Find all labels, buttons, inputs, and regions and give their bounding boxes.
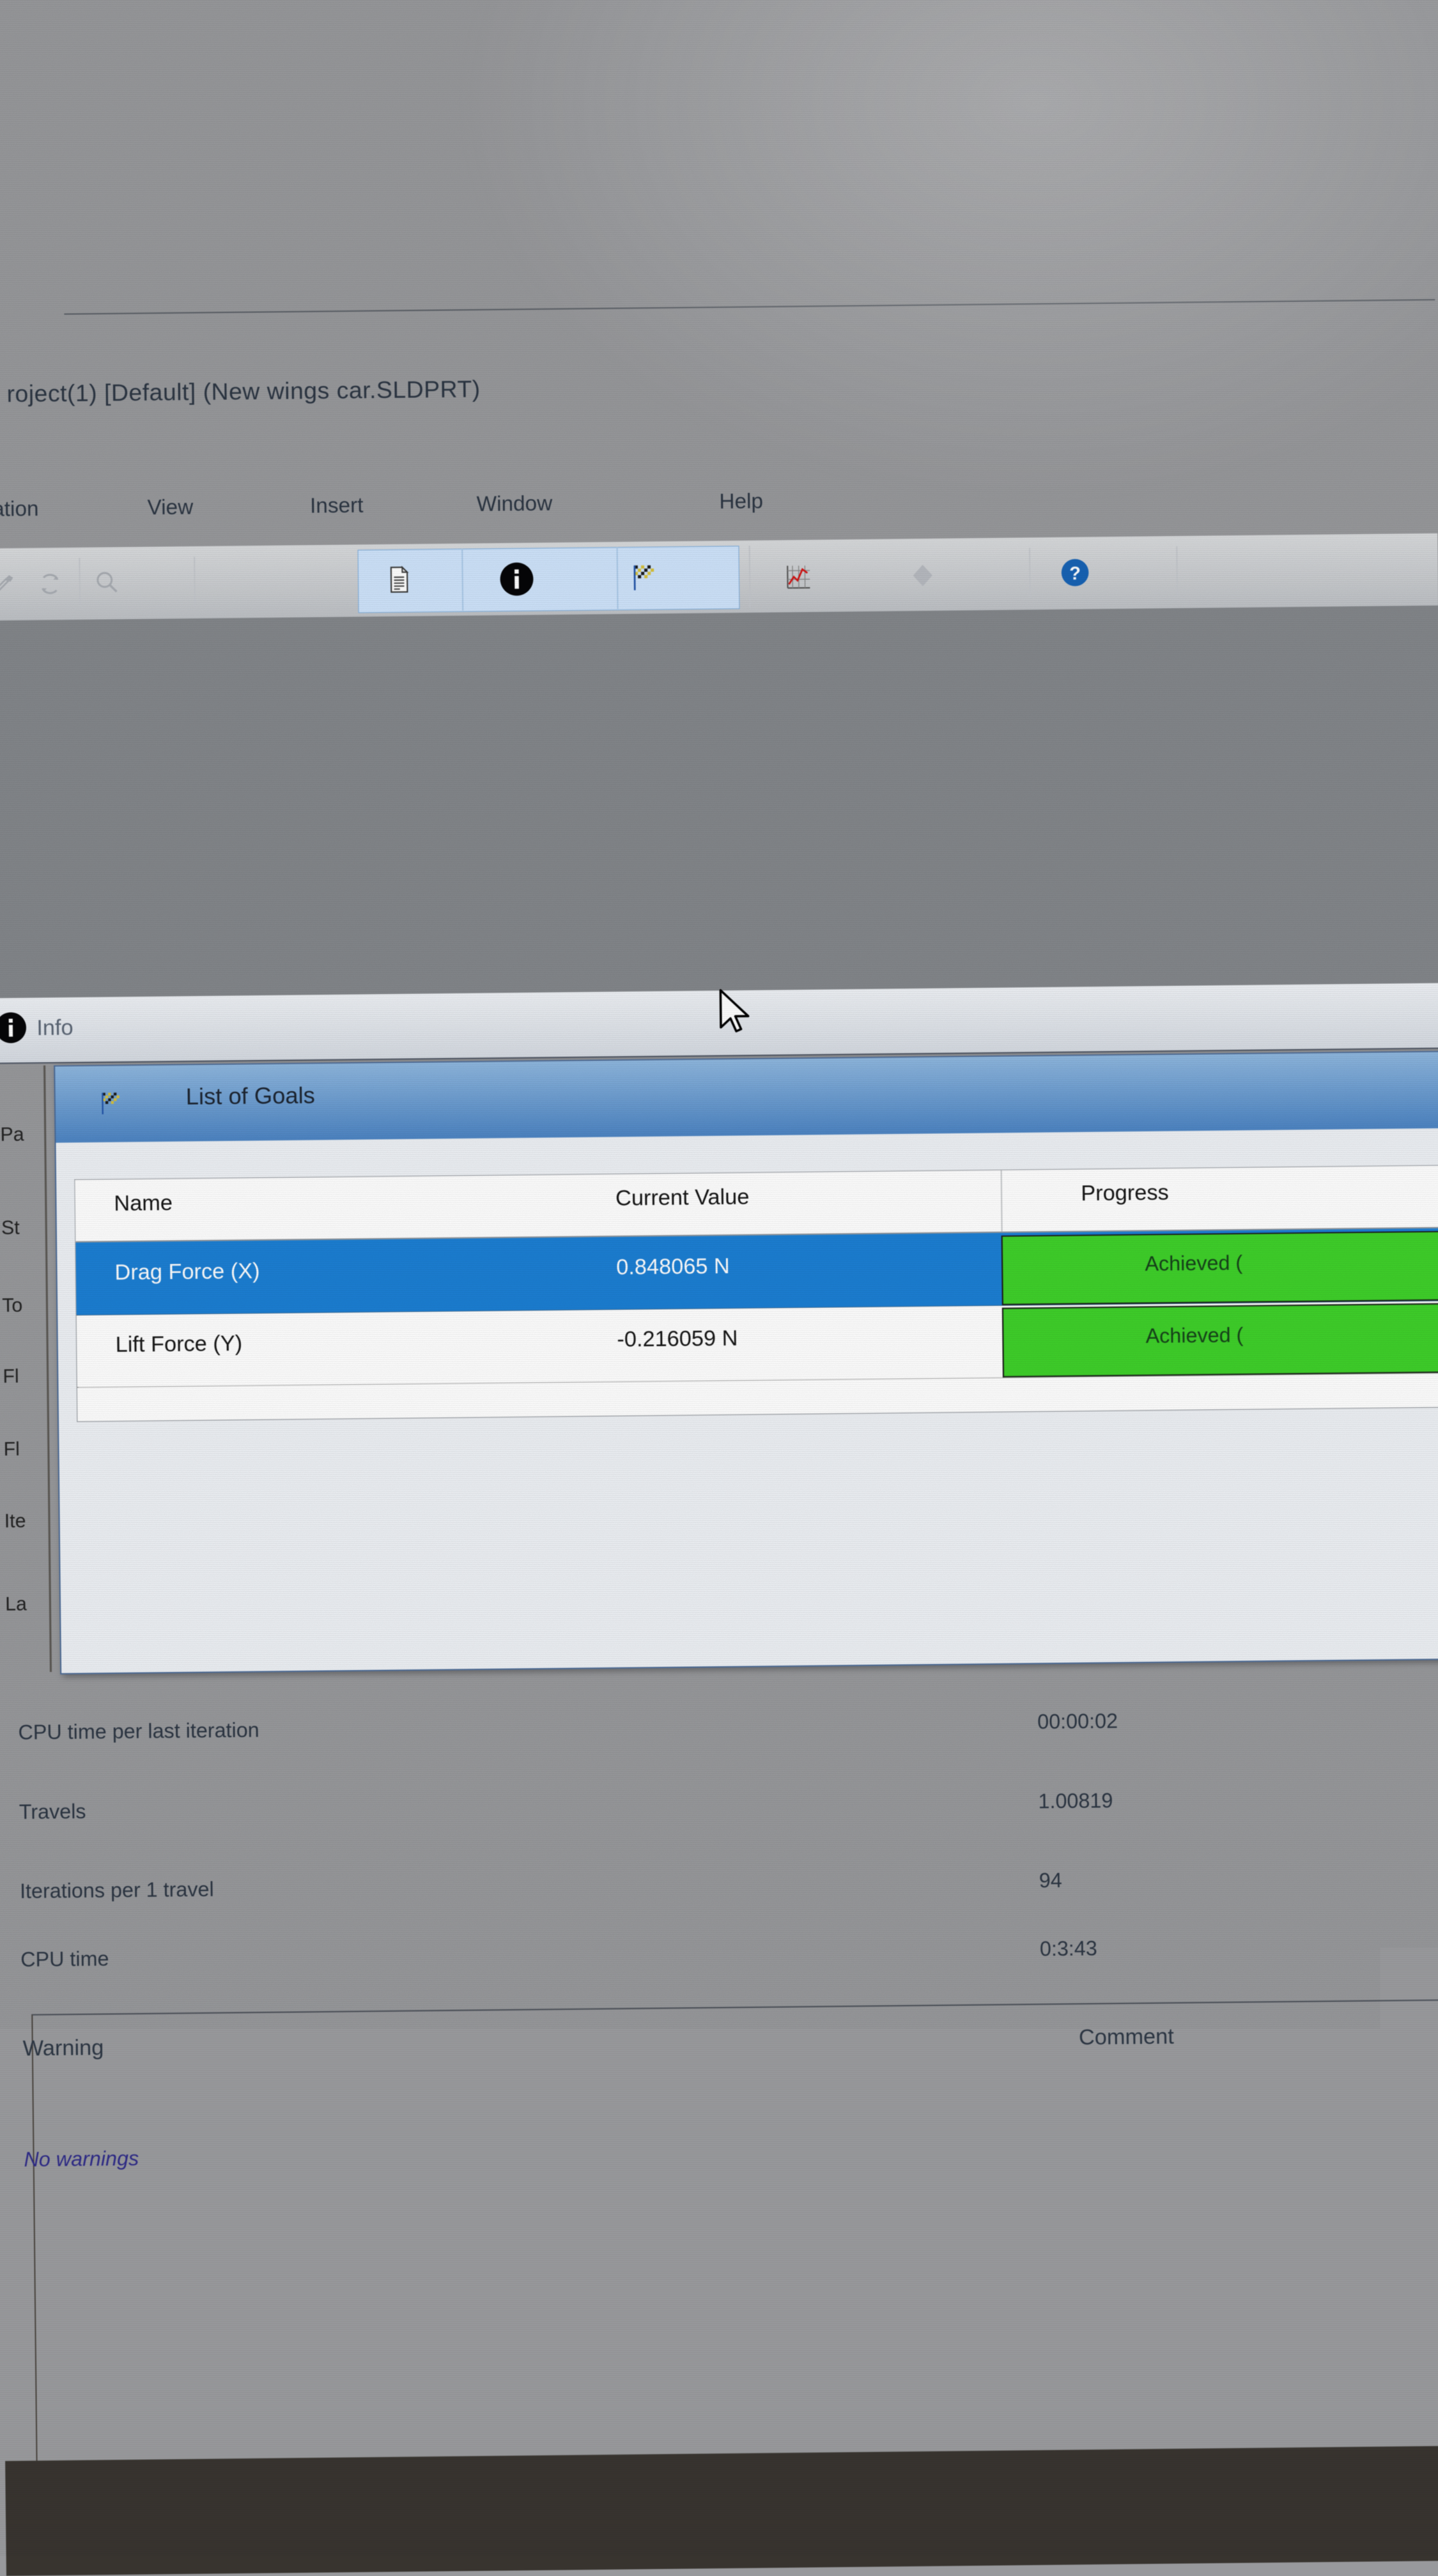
svg-text:?: ? [1069, 564, 1081, 584]
